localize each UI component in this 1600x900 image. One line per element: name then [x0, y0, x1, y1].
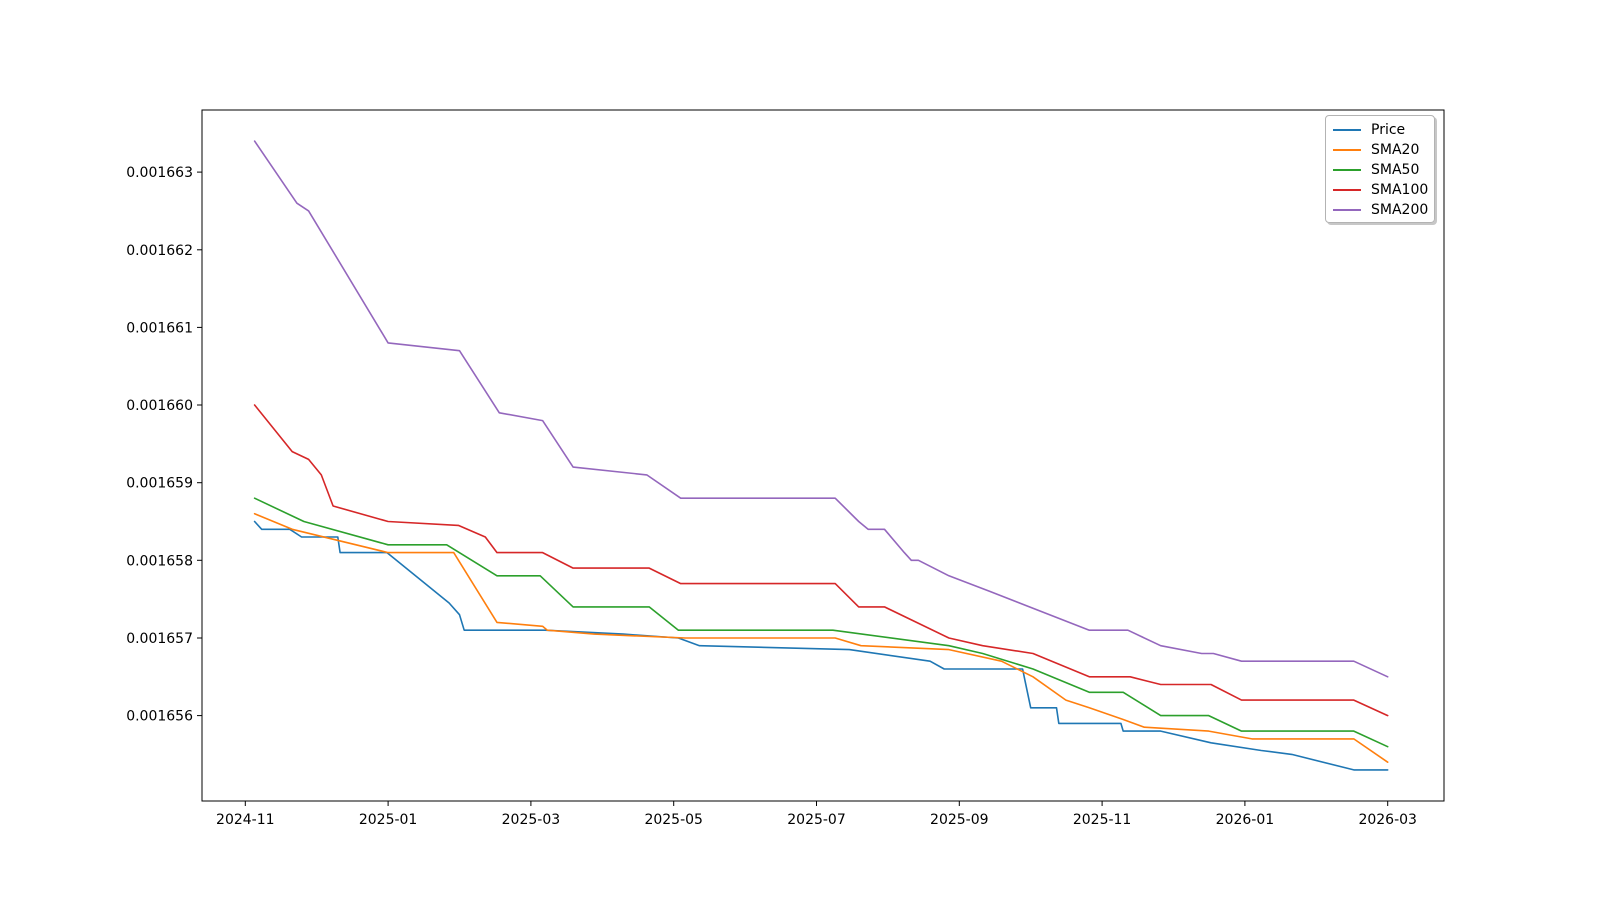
x-tick-label: 2025-03	[502, 812, 561, 828]
sma100-line-swatch	[1333, 189, 1361, 191]
x-tick-label: 2025-09	[930, 812, 989, 828]
y-tick-label: 0.001656	[126, 709, 193, 725]
plot-area	[201, 109, 1445, 802]
legend-entry-sma100: SMA100	[1326, 180, 1434, 200]
legend-entry-price: Price	[1326, 120, 1434, 140]
x-tick-label: 2026-03	[1358, 812, 1417, 828]
legend-label-sma50: SMA50	[1371, 162, 1420, 178]
legend-label-price: Price	[1371, 122, 1406, 138]
sma20-line-swatch	[1333, 149, 1361, 151]
price-line-swatch	[1333, 129, 1361, 131]
x-tick-label: 2025-01	[359, 812, 418, 828]
sma200-line-swatch	[1333, 209, 1361, 211]
legend: Price SMA20 SMA50 SMA100 SMA200	[1325, 115, 1435, 223]
legend-entry-sma50: SMA50	[1326, 160, 1434, 180]
y-tick-label: 0.001657	[126, 631, 193, 647]
x-tick-label: 2025-11	[1073, 812, 1132, 828]
sma50-line-swatch	[1333, 169, 1361, 171]
legend-entry-sma200: SMA200	[1326, 200, 1434, 220]
series-line-sma50	[253, 497, 1389, 748]
y-tick-label: 0.001662	[126, 243, 193, 259]
legend-label-sma200: SMA200	[1371, 202, 1429, 218]
series-line-sma100	[253, 404, 1389, 717]
legend-entry-sma20: SMA20	[1326, 140, 1434, 160]
x-tick-label: 2024-11	[216, 812, 275, 828]
y-tick-label: 0.001660	[126, 398, 193, 414]
series-line-price	[253, 520, 1389, 771]
series-line-sma20	[253, 512, 1389, 764]
y-tick-label: 0.001661	[126, 320, 193, 336]
series-line-sma200	[253, 140, 1389, 678]
legend-label-sma20: SMA20	[1371, 142, 1420, 158]
x-tick-label: 2025-07	[787, 812, 846, 828]
legend-label-sma100: SMA100	[1371, 182, 1429, 198]
y-tick-label: 0.001659	[126, 476, 193, 492]
y-tick-label: 0.001658	[126, 553, 193, 569]
x-tick-label: 2025-05	[644, 812, 703, 828]
x-tick-label: 2026-01	[1216, 812, 1275, 828]
y-tick-label: 0.001663	[126, 165, 193, 181]
